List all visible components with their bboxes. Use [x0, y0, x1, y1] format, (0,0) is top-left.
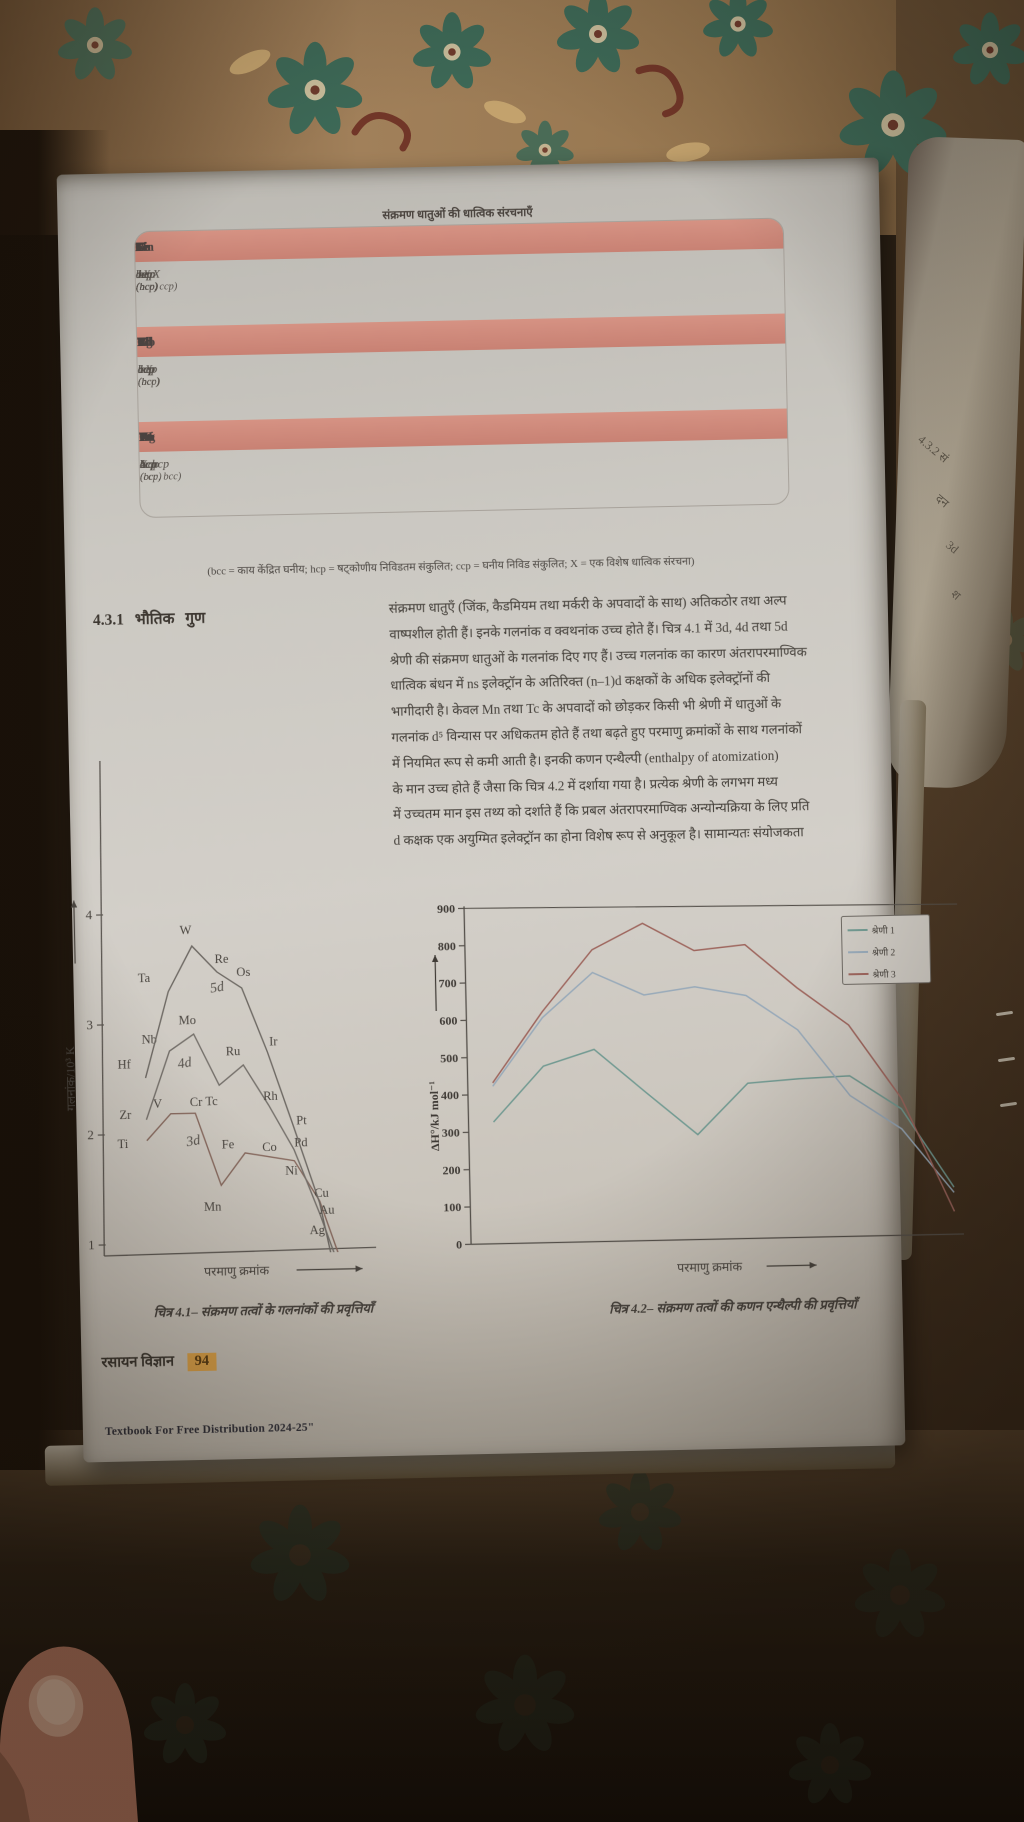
svg-text:परमाणु क्रमांक: परमाणु क्रमांक: [204, 1264, 270, 1280]
svg-text:400: 400: [441, 1088, 459, 1102]
svg-text:Ni: Ni: [285, 1164, 298, 1178]
svg-text:Au: Au: [319, 1203, 335, 1217]
svg-text:Tc: Tc: [205, 1094, 218, 1108]
svg-text:200: 200: [442, 1163, 460, 1177]
svg-text:श्रेणी 1: श्रेणी 1: [871, 924, 895, 936]
svg-text:100: 100: [443, 1200, 461, 1214]
element-symbol: Zn: [134, 239, 151, 254]
svg-text:W: W: [179, 923, 191, 937]
svg-text:ΔH°/kJ mol⁻¹: ΔH°/kJ mol⁻¹: [427, 1081, 442, 1152]
section-number: 4.3.1: [92, 611, 125, 630]
svg-text:Ta: Ta: [138, 971, 151, 985]
svg-text:Hf: Hf: [118, 1057, 132, 1071]
svg-text:2: 2: [87, 1127, 94, 1142]
svg-text:3: 3: [86, 1017, 93, 1032]
svg-text:500: 500: [440, 1051, 458, 1065]
svg-text:4: 4: [85, 907, 92, 922]
svg-text:V: V: [153, 1097, 162, 1111]
crystal-structure-table: Sc Ti V Cr Mn Fe Co Ni Cu Zn hcp (bcc) hcp (bcc) bcc bc…: [133, 217, 790, 519]
table-value-band: hcp (ccp, bcc) hcp (bcc) bcc bcc hcp hcp ccp ccp c…: [139, 439, 788, 518]
page-number-badge: 94: [187, 1352, 217, 1372]
structure-value: X (hcp): [135, 266, 159, 294]
element-symbol: Cd: [136, 334, 154, 349]
svg-text:300: 300: [442, 1126, 460, 1140]
svg-text:परमाणु क्रमांक: परमाणु क्रमांक: [677, 1260, 743, 1276]
svg-text:Mn: Mn: [204, 1199, 222, 1213]
structure-value: X (hcp): [137, 361, 161, 389]
svg-text:900: 900: [437, 902, 455, 916]
svg-text:700: 700: [438, 976, 456, 990]
svg-text:Pt: Pt: [296, 1113, 307, 1127]
svg-text:Ti: Ti: [117, 1137, 128, 1151]
book-footer: रसायन विज्ञान 94: [101, 1350, 217, 1373]
svg-text:Co: Co: [262, 1140, 277, 1154]
section-heading: 4.3.1 भौतिक गुण: [93, 606, 206, 630]
svg-text:Nb: Nb: [141, 1032, 157, 1046]
svg-text:Ru: Ru: [226, 1044, 242, 1058]
svg-text:Cr: Cr: [190, 1095, 204, 1109]
svg-text:3d: 3d: [184, 1133, 202, 1150]
section-title: भौतिक गुण: [134, 609, 206, 629]
svg-text:4d: 4d: [177, 1055, 194, 1072]
svg-text:Os: Os: [236, 965, 250, 979]
svg-text:श्रेणी 2: श्रेणी 2: [872, 946, 896, 958]
svg-text:0: 0: [456, 1237, 462, 1251]
structure-value: X: [139, 456, 148, 472]
svg-text:Ir: Ir: [269, 1034, 278, 1048]
svg-text:Fe: Fe: [222, 1137, 235, 1151]
next-page-curl: [886, 136, 1024, 790]
svg-text:Mo: Mo: [179, 1013, 197, 1027]
svg-text:Re: Re: [214, 952, 229, 966]
atomization-enthalpy-chart: 0 100 200 300 400 500 600 700 800 900 ΔH°/kJ mol⁻¹…: [427, 902, 964, 1276]
svg-text:Rh: Rh: [263, 1089, 279, 1103]
svg-text:श्रेणी 3: श्रेणी 3: [872, 968, 896, 980]
textbook-page: संक्रमण धातुओं की धात्विक संरचनाएँ Sc Ti V…: [56, 157, 964, 1463]
book-name: रसायन विज्ञान: [101, 1353, 175, 1372]
table-footnote: (bcc = काय केंद्रित घनीय; hcp = षट्कोणीय…: [207, 555, 695, 578]
body-paragraph: संक्रमण धातुएँ (जिंक, कैडमियम तथा मर्करी…: [388, 585, 898, 853]
svg-text:Ag: Ag: [309, 1223, 325, 1237]
element-symbol: Hg: [138, 429, 156, 444]
svg-text:1: 1: [88, 1237, 95, 1252]
svg-text:5d: 5d: [209, 979, 226, 996]
distribution-note: Textbook For Free Distribution 2024-25": [104, 1421, 315, 1439]
svg-text:600: 600: [439, 1014, 457, 1028]
svg-text:गलनांक/10³ K: गलनांक/10³ K: [63, 1046, 78, 1111]
svg-text:Zr: Zr: [119, 1108, 132, 1122]
svg-text:800: 800: [438, 939, 456, 953]
finger: [0, 1646, 138, 1822]
